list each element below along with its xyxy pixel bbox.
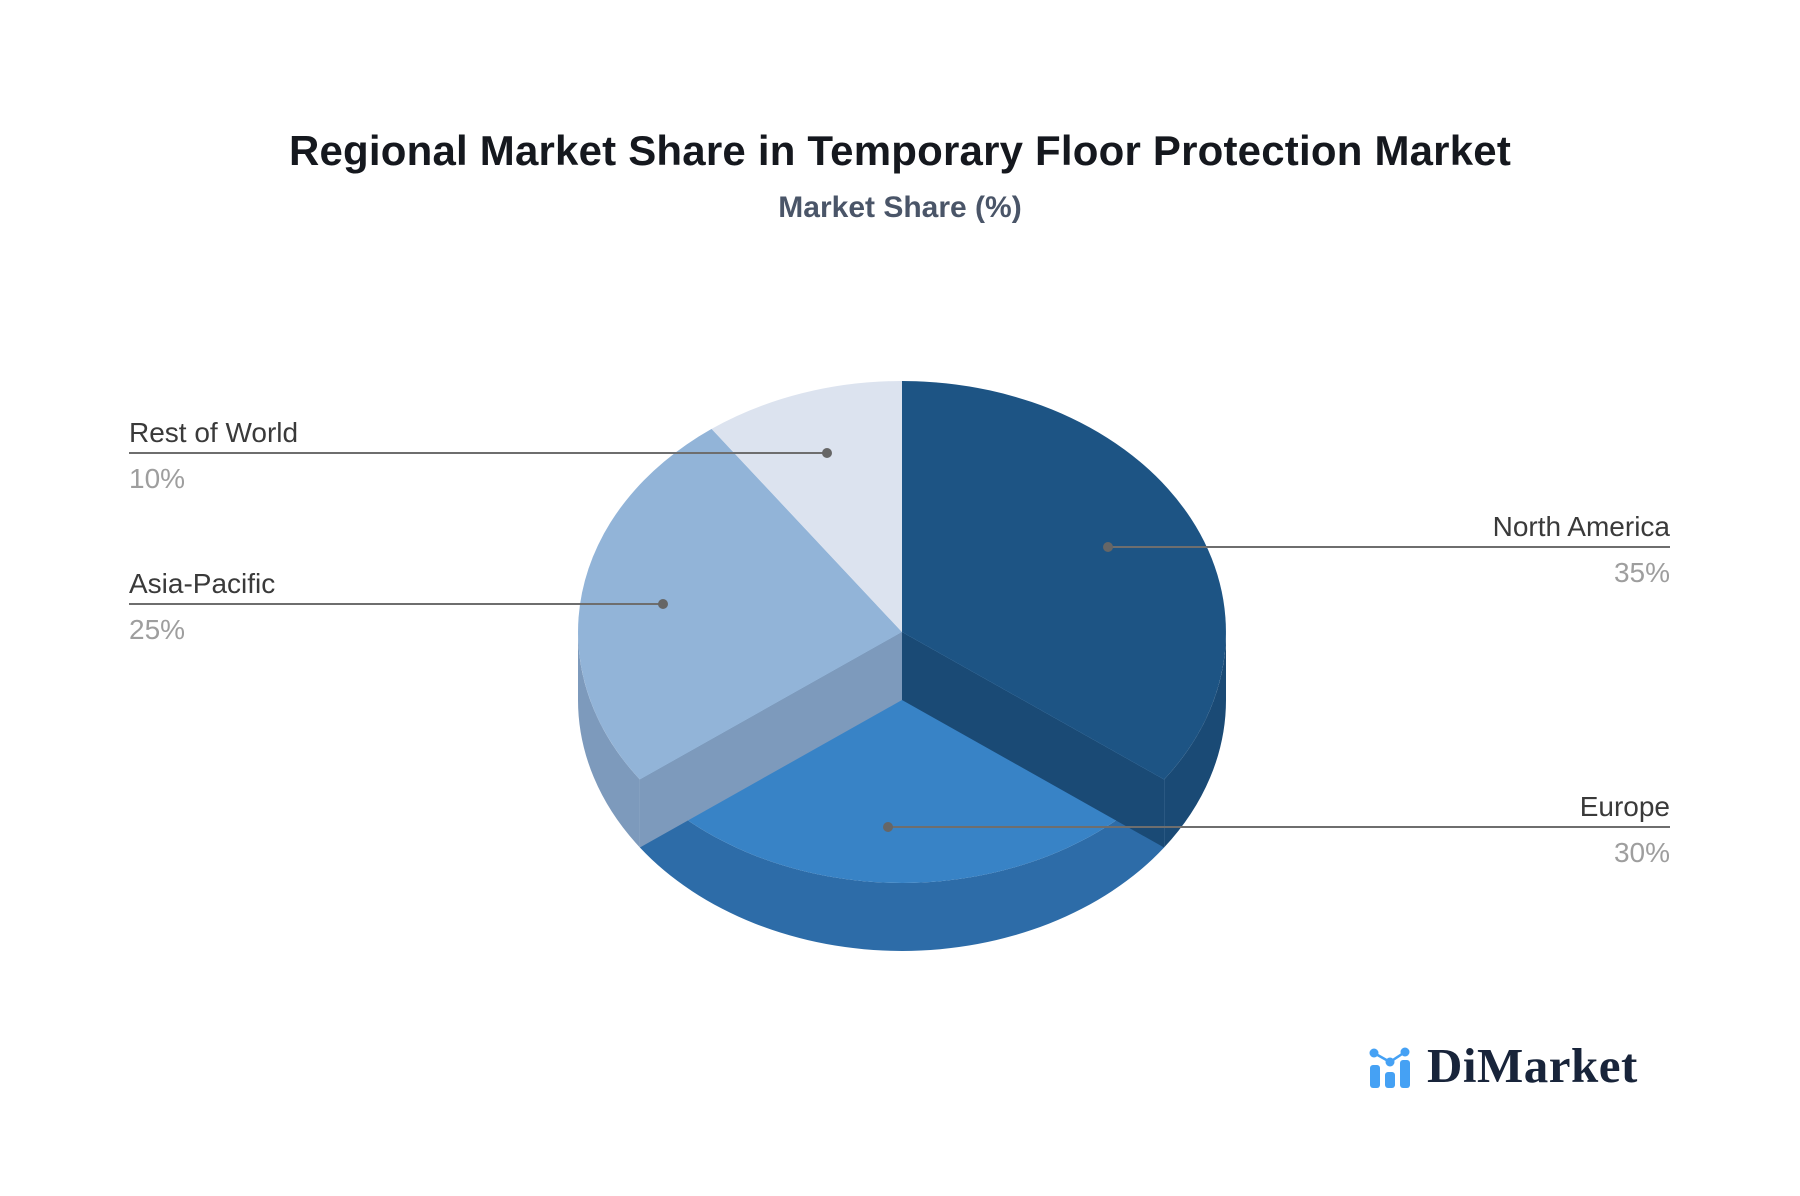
slice-label-percent: 10% [129, 463, 186, 494]
leader-dot [883, 822, 893, 832]
pie-slice-europe [639, 632, 1165, 883]
slice-label-name: Rest of World [129, 417, 299, 448]
leader-line [129, 599, 668, 609]
chart-title: Regional Market Share in Temporary Floor… [288, 127, 1512, 174]
pie-slice-wall-asia-pacific [639, 632, 902, 848]
slice-label-name: Asia-Pacific [129, 568, 276, 599]
pie-slice-side-asia-pacific [578, 632, 640, 848]
slice-label-name: North America [1492, 511, 1670, 542]
slice-label-europe: Europe 30% [883, 788, 1670, 872]
pie-slice-asia-pacific [578, 428, 902, 780]
leader-dot [1103, 542, 1113, 552]
pie-slice-rest-of-world [711, 381, 902, 632]
bar-line-chart-icon [1369, 1047, 1410, 1088]
leader-dot [822, 448, 832, 458]
slice-label-north-america: North America 35% [1103, 508, 1670, 592]
slice-label-asia-pacific: Asia-Pacific 25% [129, 565, 668, 649]
slice-label-percent: 25% [129, 614, 186, 645]
pie-slice-side-north-america [1164, 632, 1226, 848]
leader-dot [658, 599, 668, 609]
leader-line [129, 448, 832, 458]
slice-label-percent: 30% [1613, 837, 1670, 868]
slice-label-rest-of-world: Rest of World 10% [129, 414, 832, 498]
slice-label-percent: 35% [1613, 557, 1670, 588]
dimarket-logo: DiMarket [1366, 1038, 1638, 1093]
dimarket-wordmark: DiMarket [1427, 1038, 1638, 1093]
leader-line [883, 822, 1670, 832]
leader-line [1103, 542, 1670, 552]
chart-subtitle: Market Share (%) [778, 191, 1022, 224]
pie-slice-wall-north-america [902, 632, 1165, 848]
pie-slice-side-europe [639, 779, 1165, 951]
pie-slice-north-america [902, 381, 1226, 780]
slice-label-name: Europe [1579, 791, 1670, 822]
